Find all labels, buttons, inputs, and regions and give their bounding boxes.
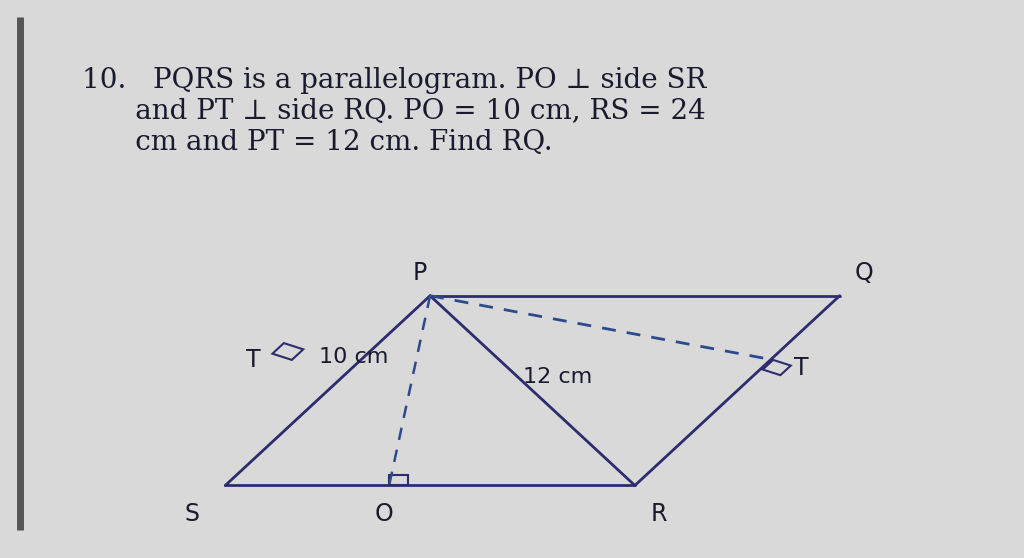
- Text: Q: Q: [855, 261, 873, 285]
- Text: S: S: [184, 502, 200, 526]
- Text: T: T: [794, 356, 808, 381]
- Text: R: R: [650, 502, 667, 526]
- Text: T: T: [247, 348, 261, 372]
- Text: 10.   PQRS is a parallelogram. PO ⊥ side SR
      and PT ⊥ side RQ. PO = 10 cm, : 10. PQRS is a parallelogram. PO ⊥ side S…: [82, 67, 707, 156]
- Text: P: P: [413, 261, 427, 285]
- Text: 10 cm: 10 cm: [318, 347, 388, 367]
- Text: 12 cm: 12 cm: [523, 367, 593, 387]
- Text: O: O: [375, 502, 393, 526]
